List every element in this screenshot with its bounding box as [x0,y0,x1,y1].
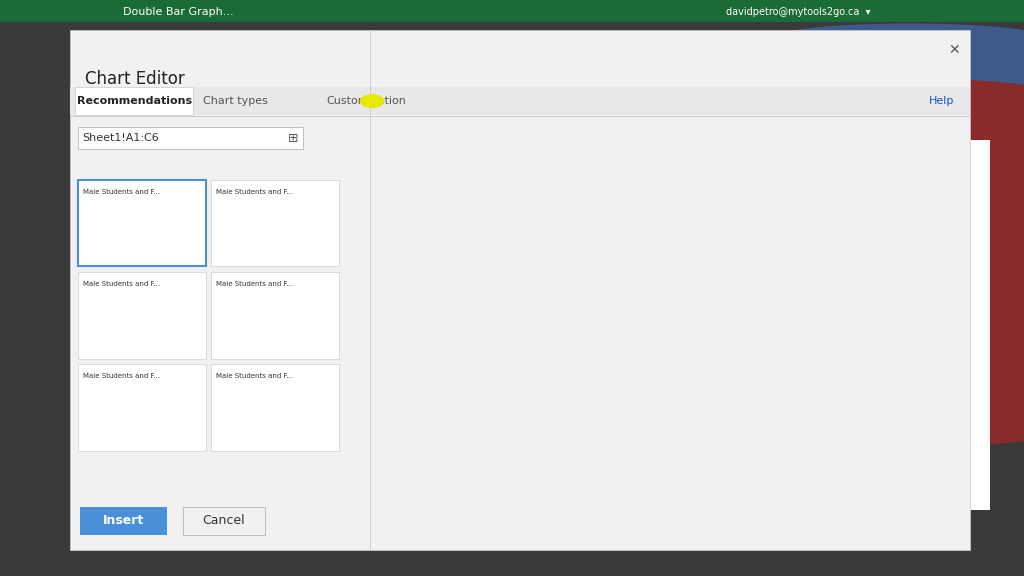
Text: Female
Students: Female Students [923,252,973,274]
Text: Sheet1!A1:C6: Sheet1!A1:C6 [82,133,159,143]
Bar [748,279,779,445]
Text: Recommendations: Recommendations [77,96,193,106]
Text: Male Students and F...: Male Students and F... [216,281,294,287]
Bar [716,226,748,445]
Bar [537,388,567,445]
Bar [806,372,838,445]
Text: Chart Editor: Chart Editor [85,70,185,88]
Bar [477,351,509,445]
Text: Chart types: Chart types [203,96,268,106]
Text: Customization: Customization [326,96,406,106]
Text: davidpetro@mytools2go.ca  ▾: davidpetro@mytools2go.ca ▾ [726,7,870,17]
Text: Male Students and F...: Male Students and F... [216,189,294,195]
Bar [567,388,599,445]
Text: Male Students and Female Students: Male Students and Female Students [474,157,841,175]
Text: ⊞: ⊞ [288,131,298,145]
Text: Insert: Insert [102,514,144,528]
Text: Favourite Sport: Favourite Sport [604,478,711,492]
Bar [838,336,868,445]
Bar [626,362,657,445]
Text: Double Bar Graph...: Double Bar Graph... [123,7,233,17]
Text: Help: Help [929,96,954,106]
Bar [446,315,477,445]
Text: Male Students and F...: Male Students and F... [83,281,161,287]
Text: ✕: ✕ [948,43,959,57]
Text: Male Students and F...: Male Students and F... [83,373,161,379]
Bar [657,388,689,445]
Text: Male
Students: Male Students [923,197,973,219]
Text: Male Students and F...: Male Students and F... [83,189,161,195]
Text: Cancel: Cancel [203,514,245,528]
Text: Male Students and F...: Male Students and F... [216,373,294,379]
